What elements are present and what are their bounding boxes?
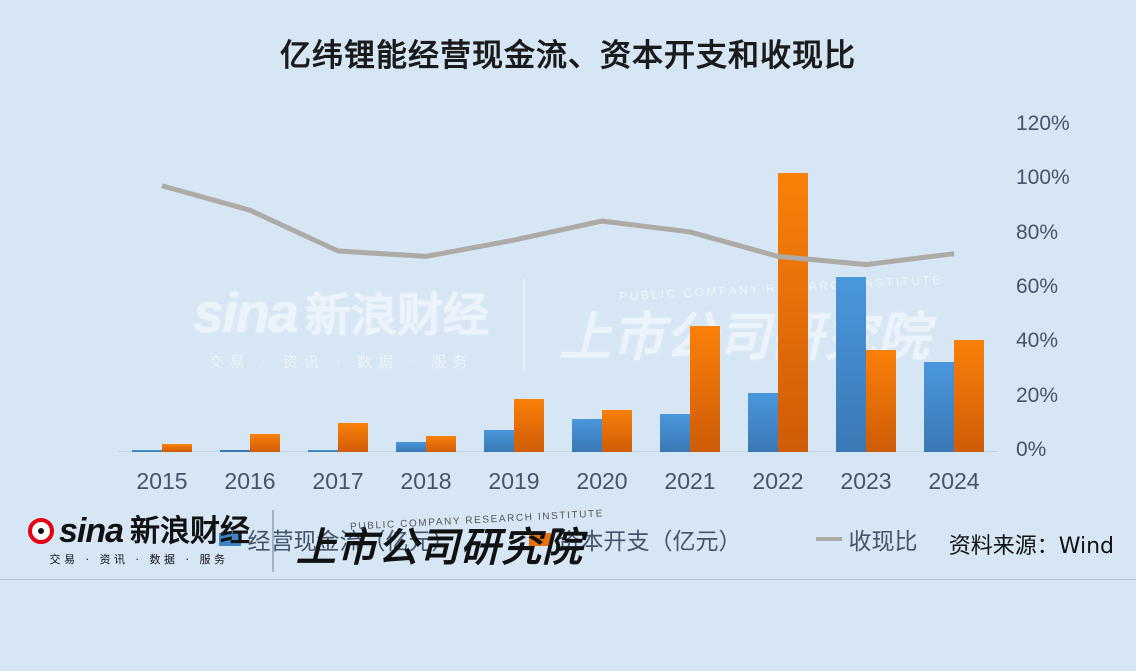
x-axis-tick: 2024: [928, 468, 980, 494]
x-axis-tick: 2023: [840, 468, 892, 494]
bar-group: [646, 126, 734, 452]
footer-divider: [272, 510, 275, 572]
bar-capex: [250, 433, 280, 452]
footer-institute-cn: 上市公司研究院: [296, 524, 584, 571]
legend-color-swatch: [218, 532, 241, 546]
x-axis-tick: 2021: [664, 468, 716, 494]
legend-item[interactable]: 收现比: [815, 522, 918, 556]
y-axis-right-tick: 40%: [1016, 329, 1059, 353]
source-note: 资料来源：Wind: [948, 534, 1114, 559]
bar-group: [734, 126, 822, 452]
legend-label: 资本开支（亿元）: [557, 529, 742, 555]
bar-cashflow: [924, 362, 954, 452]
x-axis-tick: 2022: [752, 468, 804, 494]
footer-sina-logo: sina 新浪财经 交易 · 资讯 · 数据 · 服务: [28, 511, 251, 567]
x-axis-line: [118, 451, 998, 452]
bar-capex: [866, 350, 896, 452]
x-axis-labels: 2015 2016 2017 2018 2019 2020 2021 2022 2023 2024: [118, 468, 998, 495]
footer-logos: sina 新浪财经 交易 · 资讯 · 数据 · 服务 PUBLIC COMPA…: [28, 508, 604, 572]
legend: 经营现金流（亿元） 资本开支（亿元） 收现比: [0, 522, 1136, 556]
footer-sina-tagline: 交易 · 资讯 · 数据 · 服务: [49, 553, 229, 567]
bar-cashflow: [220, 450, 250, 452]
footer-institute-logo: PUBLIC COMPANY RESEARCH INSTITUTE 上市公司研究…: [296, 508, 604, 571]
bar-group: [206, 126, 294, 452]
legend-line-swatch: [815, 537, 842, 541]
x-axis-tick: 2015: [136, 468, 188, 494]
bar-groups: [118, 126, 998, 452]
bar-capex: [602, 410, 632, 452]
bar-cashflow: [396, 441, 426, 452]
bar-capex: [514, 399, 544, 452]
bar-group: [118, 126, 206, 452]
plot-area: 160140120100806040200120%100%80%60%40%20…: [118, 112, 1070, 461]
legend-item[interactable]: 资本开支（亿元）: [528, 522, 742, 556]
bar-group: [294, 126, 382, 452]
sina-eye-icon: [28, 517, 54, 544]
bar-group: [470, 126, 558, 452]
y-axis-right-tick: 20%: [1016, 383, 1059, 407]
bar-cashflow: [572, 419, 602, 452]
page-title: 亿纬锂能经营现金流、资本开支和收现比: [280, 38, 856, 74]
footer-sina-cn: 新浪财经: [130, 514, 251, 550]
footer: sina 新浪财经 交易 · 资讯 · 数据 · 服务 PUBLIC COMPA…: [0, 508, 1136, 671]
bar-cashflow: [660, 414, 690, 452]
footer-sina-latin: sina: [59, 511, 124, 550]
bar-cashflow: [484, 429, 514, 452]
bar-group: [558, 126, 646, 452]
y-axis-right-tick: 120%: [1016, 112, 1070, 135]
bar-cashflow: [308, 449, 338, 452]
bar-capex: [426, 435, 456, 452]
bar-capex: [690, 325, 720, 452]
bar-cashflow: [132, 449, 162, 452]
y-axis-right-tick: 100%: [1016, 166, 1070, 190]
x-axis-tick: 2020: [576, 468, 628, 494]
legend-label: 收现比: [848, 529, 918, 555]
x-axis-tick: 2017: [312, 468, 364, 494]
bar-cashflow: [748, 392, 778, 452]
bar-group: [910, 126, 998, 452]
y-axis-right-tick: 60%: [1016, 275, 1059, 298]
x-axis-tick: 2018: [400, 468, 452, 494]
legend-item[interactable]: 经营现金流（亿元）: [218, 522, 455, 556]
bar-capex: [338, 423, 368, 452]
bar-group: [382, 126, 470, 452]
legend-label: 经营现金流（亿元）: [247, 529, 455, 555]
x-axis-tick: 2019: [488, 468, 540, 494]
bar-group: [822, 126, 910, 452]
bar-capex: [162, 443, 192, 452]
y-axis-right-tick: 80%: [1016, 220, 1059, 244]
bar-capex: [778, 172, 808, 452]
y-axis-right-tick: 0%: [1016, 438, 1047, 461]
x-axis-tick: 2016: [224, 468, 276, 494]
legend-color-swatch: [528, 532, 551, 546]
bar-capex: [954, 339, 984, 452]
bar-cashflow: [836, 276, 866, 452]
